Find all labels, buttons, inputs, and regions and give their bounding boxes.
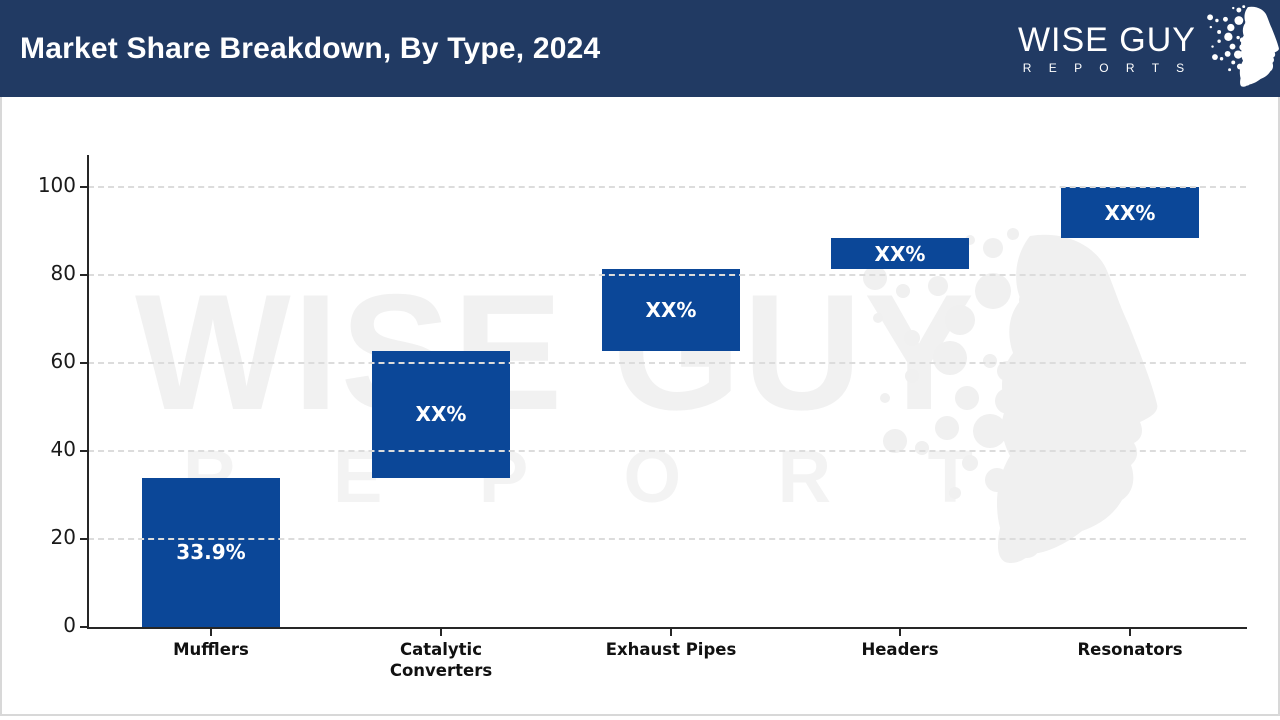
y-tick-label-40: 40 bbox=[50, 437, 76, 461]
x-tick-mark-exhaust-pipes bbox=[670, 629, 672, 636]
chart-title: Market Share Breakdown, By Type, 2024 bbox=[20, 31, 601, 65]
gridline-20 bbox=[88, 538, 1246, 540]
x-category-label-exhaust-pipes: Exhaust Pipes bbox=[605, 640, 737, 659]
x-axis bbox=[87, 627, 1247, 629]
logo: WISE GUY R E P O R T S bbox=[1018, 0, 1280, 97]
y-tick-label-60: 60 bbox=[50, 349, 76, 373]
y-tick-mark-60 bbox=[80, 362, 87, 364]
y-tick-label-0: 0 bbox=[63, 613, 76, 637]
x-tick-mark-mufflers bbox=[210, 629, 212, 636]
x-category-label-catalytic-converters: Catalytic Converters bbox=[389, 640, 493, 681]
bottom-border bbox=[0, 714, 1280, 716]
y-tick-mark-20 bbox=[80, 538, 87, 540]
y-tick-label-20: 20 bbox=[50, 525, 76, 549]
logo-wordmark: WISE GUY R E P O R T S bbox=[1018, 23, 1196, 75]
bar-value-label-exhaust-pipes: XX% bbox=[645, 297, 697, 322]
x-tick-mark-headers bbox=[899, 629, 901, 636]
left-border bbox=[0, 97, 2, 716]
y-tick-label-100: 100 bbox=[37, 173, 76, 197]
bar-resonators: XX% bbox=[1061, 187, 1199, 239]
bar-exhaust-pipes: XX% bbox=[602, 269, 740, 351]
x-category-label-headers: Headers bbox=[861, 640, 939, 659]
right-border bbox=[1278, 97, 1280, 716]
x-tick-mark-resonators bbox=[1129, 629, 1131, 636]
logo-wordmark-line2: R E P O R T S bbox=[1022, 60, 1192, 75]
logo-face-icon bbox=[1204, 5, 1280, 93]
bar-value-label-catalytic-converters: XX% bbox=[415, 402, 467, 427]
logo-wordmark-line1: WISE GUY bbox=[1017, 20, 1196, 59]
bar-mufflers: 33.9% bbox=[142, 477, 280, 627]
gridline-100 bbox=[88, 186, 1246, 188]
bar-headers: XX% bbox=[831, 238, 969, 270]
y-tick-mark-100 bbox=[80, 186, 87, 188]
y-tick-mark-40 bbox=[80, 450, 87, 452]
x-tick-mark-catalytic-converters bbox=[440, 629, 442, 636]
gridline-60 bbox=[88, 362, 1246, 364]
y-tick-label-80: 80 bbox=[50, 261, 76, 285]
bar-value-label-resonators: XX% bbox=[1104, 200, 1156, 225]
watermark-face-icon bbox=[850, 228, 1170, 588]
y-tick-mark-80 bbox=[80, 274, 87, 276]
gridline-40 bbox=[88, 450, 1246, 452]
y-axis bbox=[87, 155, 89, 629]
bar-value-label-headers: XX% bbox=[874, 241, 926, 266]
bar-catalytic-converters: XX% bbox=[372, 350, 510, 478]
bar-value-label-mufflers: 33.9% bbox=[176, 540, 246, 565]
x-category-label-resonators: Resonators bbox=[1077, 640, 1183, 659]
y-tick-mark-0 bbox=[80, 626, 87, 628]
gridline-80 bbox=[88, 274, 1246, 276]
watermark-text: WISE GUY bbox=[135, 260, 977, 444]
x-category-label-mufflers: Mufflers bbox=[173, 640, 249, 659]
header: Market Share Breakdown, By Type, 2024 WI… bbox=[0, 0, 1280, 97]
